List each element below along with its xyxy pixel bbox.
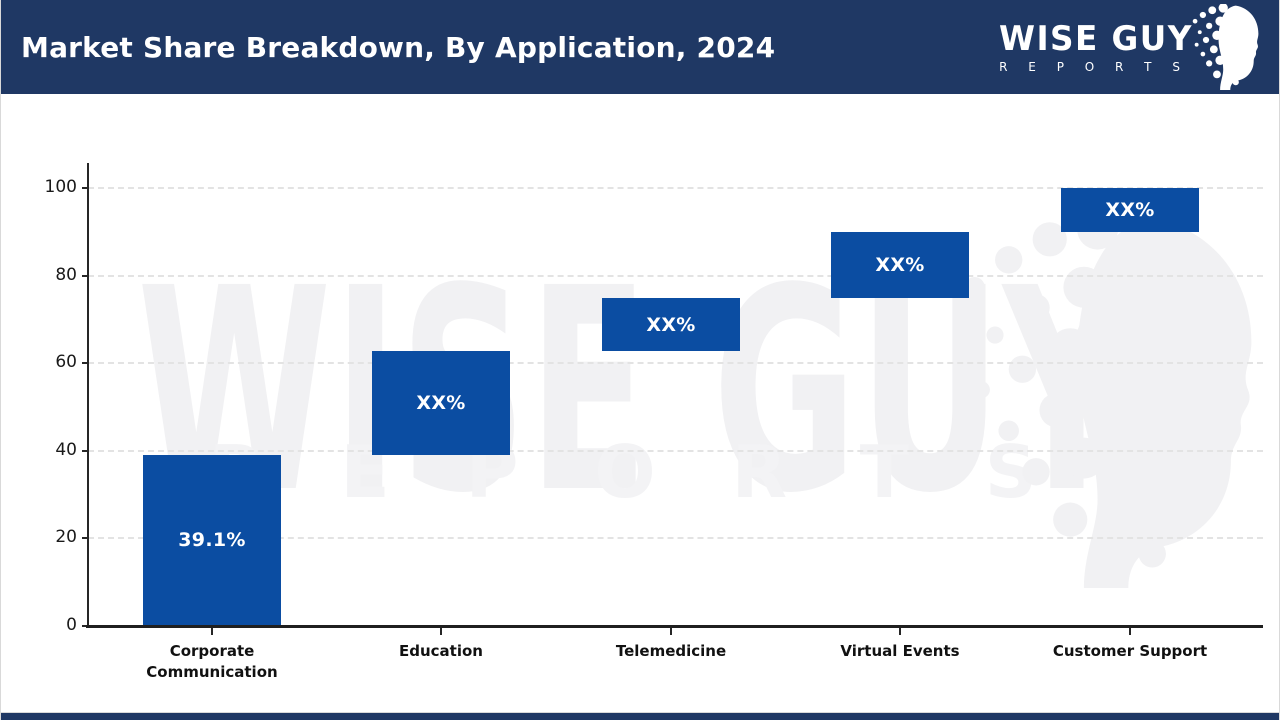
y-tick-label: 20 xyxy=(55,527,77,548)
y-tick-label: 80 xyxy=(55,264,77,285)
logo-wordmark: WISE GUY xyxy=(999,18,1193,59)
y-tick xyxy=(82,625,89,627)
y-tick xyxy=(82,362,89,365)
gridline xyxy=(88,187,1263,189)
x-category-label: Corporate Communication xyxy=(146,642,278,681)
bar-value-label: 39.1% xyxy=(178,529,246,552)
y-tick-label: 100 xyxy=(44,177,77,197)
gridline xyxy=(88,274,1263,277)
y-axis-line xyxy=(87,163,89,628)
y-tick xyxy=(82,187,89,189)
x-category-label: Education xyxy=(399,642,483,660)
x-tick xyxy=(899,628,901,635)
y-tick xyxy=(82,274,89,277)
bar-value-label: XX% xyxy=(416,392,466,415)
y-tick xyxy=(82,537,89,540)
x-category-label: Customer Support xyxy=(1052,642,1208,660)
x-axis-line xyxy=(86,625,1263,628)
gridline xyxy=(88,537,1263,540)
dotted-head-icon xyxy=(1192,4,1259,90)
logo-tagline: R E P O R T S xyxy=(999,59,1189,74)
y-tick-label: 40 xyxy=(55,439,77,460)
x-category-label: Virtual Events xyxy=(840,642,960,660)
x-tick xyxy=(1129,628,1131,635)
x-tick xyxy=(670,628,672,635)
y-tick xyxy=(82,449,89,452)
page-title: Market Share Breakdown, By Application, … xyxy=(21,30,776,64)
gridline xyxy=(88,362,1263,365)
bar-value-label: XX% xyxy=(875,254,925,277)
bar-segment: XX% xyxy=(831,232,969,299)
header-bar: Market Share Breakdown, By Application, … xyxy=(1,0,1279,94)
x-tick xyxy=(440,628,442,635)
y-tick-label: 0 xyxy=(66,615,77,635)
wise-guy-logo: WISE GUY R E P O R T S xyxy=(999,4,1261,90)
bar-value-label: XX% xyxy=(1105,199,1155,222)
bar-segment: XX% xyxy=(1061,188,1199,233)
bar-value-label: XX% xyxy=(646,313,696,336)
y-tick-label: 60 xyxy=(55,352,77,373)
bar-segment: 39.1% xyxy=(143,454,281,626)
x-tick xyxy=(211,628,213,635)
logo-text: WISE GUY R E P O R T S xyxy=(999,22,1201,73)
bar-segment: XX% xyxy=(372,351,510,455)
gridline xyxy=(88,449,1263,452)
x-category-label: Telemedicine xyxy=(615,642,727,660)
bar-segment: XX% xyxy=(602,298,740,352)
footer-bar xyxy=(1,712,1279,720)
